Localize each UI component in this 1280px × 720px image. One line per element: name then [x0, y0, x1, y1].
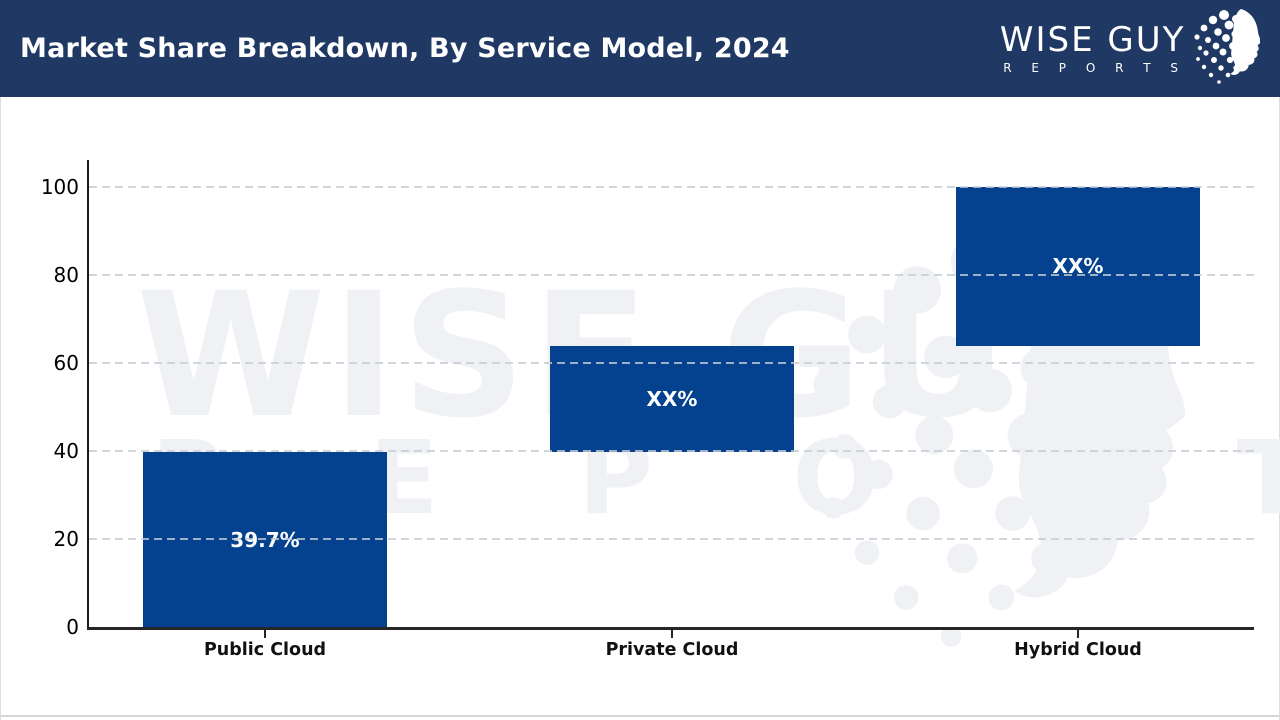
y-axis [87, 160, 89, 629]
gridline-y20 [89, 537, 1254, 540]
brand-subtitle: R E P O R T S [1003, 61, 1186, 75]
x-category-label: Hybrid Cloud [1014, 640, 1142, 660]
bar-hybrid-cloud: XX% [956, 186, 1200, 346]
bottom-divider [1, 715, 1279, 717]
brand-logo: WISE GUY R E P O R T S [999, 7, 1260, 91]
gridline-y40 [89, 449, 1254, 452]
y-tick-label-20: 20 [53, 526, 79, 551]
brand-name: WISE GUY [999, 20, 1186, 60]
x-category-label: Private Cloud [605, 640, 739, 660]
brand-logo-text: WISE GUY R E P O R T S [999, 23, 1186, 74]
gridline-y100 [89, 185, 1254, 188]
x-category-label: Public Cloud [203, 640, 327, 660]
y-tick-label-100: 100 [40, 174, 79, 199]
chart-canvas: WISE GUY R E P O R T S 39.7%XX%XX%020406… [0, 97, 1280, 720]
gridline-y80 [89, 273, 1254, 276]
gridline-y60 [89, 361, 1254, 364]
header-band: Market Share Breakdown, By Service Model… [0, 0, 1280, 97]
bar-value-label: XX% [646, 386, 698, 411]
x-tick [1077, 630, 1079, 638]
x-tick [264, 630, 266, 638]
x-tick [671, 630, 673, 638]
brand-face-dots-icon [1194, 8, 1260, 84]
y-tick-label-0: 0 [66, 615, 79, 639]
page-title: Market Share Breakdown, By Service Model… [20, 33, 790, 64]
y-tick-label-60: 60 [53, 350, 79, 375]
y-tick-label-40: 40 [53, 438, 79, 463]
x-axis [87, 627, 1254, 630]
y-tick-label-80: 80 [53, 262, 79, 287]
